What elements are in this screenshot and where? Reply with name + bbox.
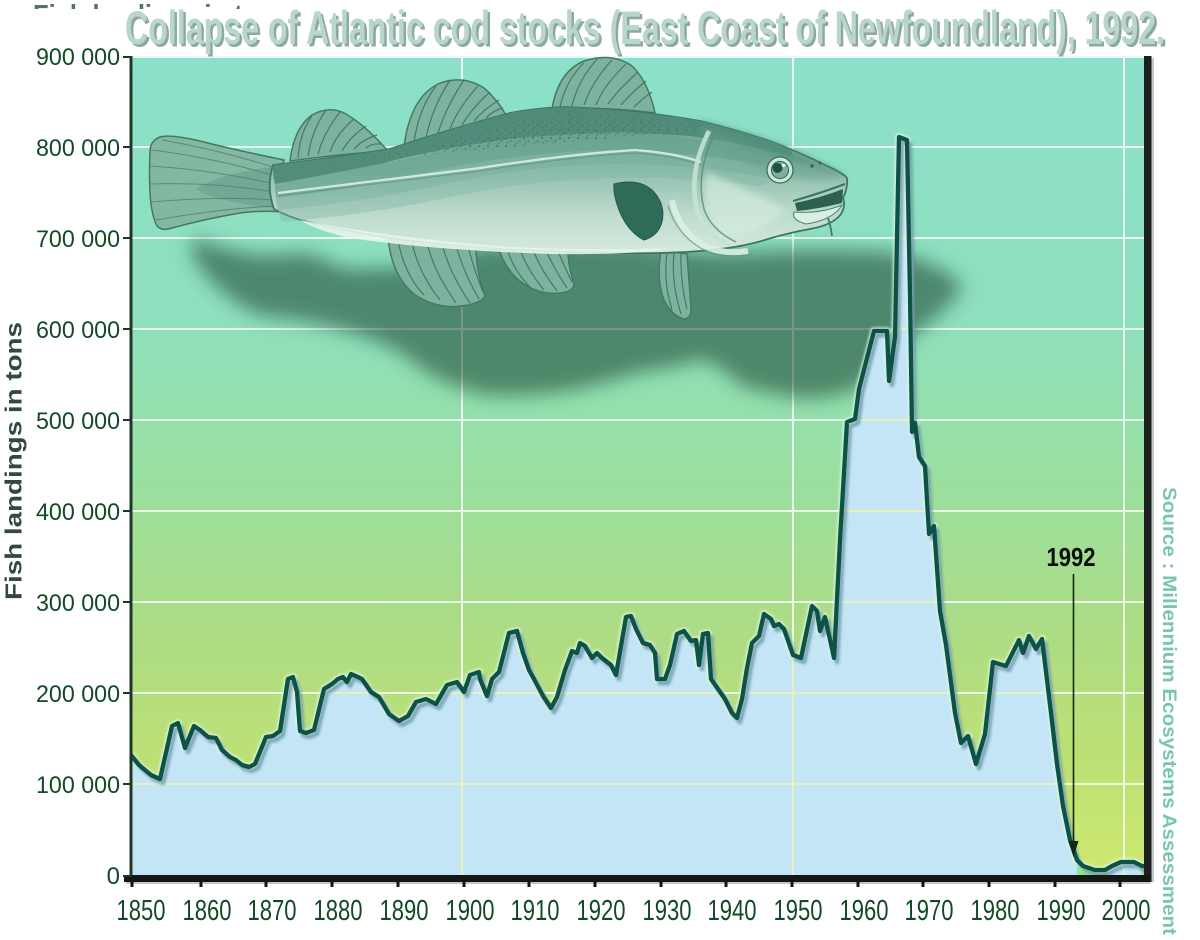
svg-text:700 000: 700 000: [36, 226, 120, 253]
svg-text:1930: 1930: [643, 895, 692, 927]
svg-text:300 000: 300 000: [36, 590, 120, 617]
svg-text:1950: 1950: [774, 895, 823, 927]
svg-text:1990: 1990: [1037, 895, 1086, 927]
svg-text:1960: 1960: [840, 895, 889, 927]
svg-text:900 000: 900 000: [36, 44, 120, 71]
svg-text:2000: 2000: [1102, 895, 1151, 927]
svg-text:1940: 1940: [708, 895, 757, 927]
svg-text:600 000: 600 000: [36, 317, 120, 344]
svg-text:1980: 1980: [971, 895, 1020, 927]
svg-text:Fish landings in tons: Fish landings in tons: [33, 0, 288, 30]
svg-text:0: 0: [107, 863, 120, 890]
svg-text:1970: 1970: [905, 895, 954, 927]
svg-text:1880: 1880: [314, 895, 363, 927]
svg-text:200 000: 200 000: [36, 681, 120, 708]
svg-text:Collapse of Atlantic cod stock: Collapse of Atlantic cod stocks (East Co…: [125, 1, 1165, 54]
svg-text:1920: 1920: [577, 895, 626, 927]
svg-text:1900: 1900: [446, 895, 495, 927]
svg-text:1860: 1860: [183, 895, 232, 927]
svg-text:1870: 1870: [248, 895, 297, 927]
svg-text:1992: 1992: [1047, 542, 1096, 572]
svg-text:1850: 1850: [117, 895, 166, 927]
svg-text:Source : Millennium Ecosystems: Source : Millennium Ecosystems Assessmen…: [1158, 487, 1179, 936]
svg-text:100 000: 100 000: [36, 772, 120, 799]
svg-text:800 000: 800 000: [36, 135, 120, 162]
svg-text:1910: 1910: [511, 895, 560, 927]
svg-text:500 000: 500 000: [36, 408, 120, 435]
svg-text:Fish landings in tons: Fish landings in tons: [1, 322, 27, 600]
svg-text:400 000: 400 000: [36, 499, 120, 526]
svg-text:Collapse of Atlantic cod stock: Collapse of Atlantic cod stocks (East Co…: [127, 3, 1167, 56]
svg-text:1890: 1890: [380, 895, 429, 927]
